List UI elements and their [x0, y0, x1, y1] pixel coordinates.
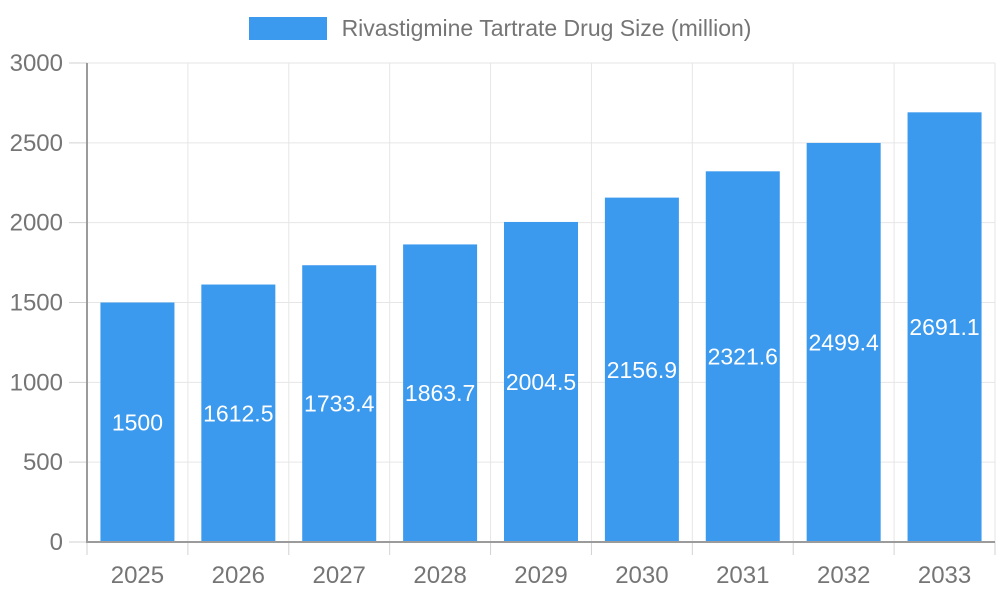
- bar-value-label: 1500: [112, 409, 163, 435]
- x-axis-label: 2031: [716, 562, 769, 589]
- y-axis-label: 1500: [10, 290, 63, 317]
- bar-2030[interactable]: [604, 197, 679, 542]
- y-axis-label: 1000: [10, 369, 63, 396]
- x-axis-label: 2029: [514, 562, 567, 589]
- bar-value-label: 1733.4: [304, 391, 375, 417]
- bar-2032[interactable]: [806, 142, 881, 542]
- bar-2031[interactable]: [705, 171, 780, 542]
- legend[interactable]: Rivastigmine Tartrate Drug Size (million…: [0, 15, 1000, 42]
- bar-2033[interactable]: [907, 112, 982, 542]
- y-axis-label: 2000: [10, 210, 63, 237]
- y-axis-label: 2500: [10, 130, 63, 157]
- x-axis-label: 2033: [918, 562, 971, 589]
- y-axis-label: 500: [23, 449, 63, 476]
- x-axis-label: 2027: [313, 562, 366, 589]
- bar-value-label: 2156.9: [607, 357, 677, 383]
- legend-swatch: [248, 17, 327, 40]
- x-axis-label: 2026: [212, 562, 265, 589]
- bar-2029[interactable]: [504, 221, 578, 542]
- bar-value-label: 2499.4: [808, 329, 879, 355]
- bar-2028[interactable]: [403, 244, 478, 542]
- y-axis-label: 3000: [10, 50, 63, 77]
- bar-value-label: 1863.7: [405, 380, 475, 406]
- x-axis-label: 2025: [111, 562, 164, 589]
- bar-value-label: 2321.6: [708, 344, 778, 370]
- x-axis-label: 2030: [615, 562, 668, 589]
- x-axis-label: 2032: [817, 562, 870, 589]
- bar-value-label: 2691.1: [909, 314, 979, 340]
- bar-value-label: 1612.5: [203, 400, 273, 426]
- x-axis-label: 2028: [413, 562, 466, 589]
- y-axis-label: 0: [50, 529, 63, 556]
- bar-2026[interactable]: [201, 284, 276, 542]
- legend-label: Rivastigmine Tartrate Drug Size (million…: [341, 15, 752, 41]
- bar-value-label: 2004.5: [506, 369, 576, 395]
- bar-2025[interactable]: [100, 302, 175, 543]
- bar-2027[interactable]: [302, 265, 377, 542]
